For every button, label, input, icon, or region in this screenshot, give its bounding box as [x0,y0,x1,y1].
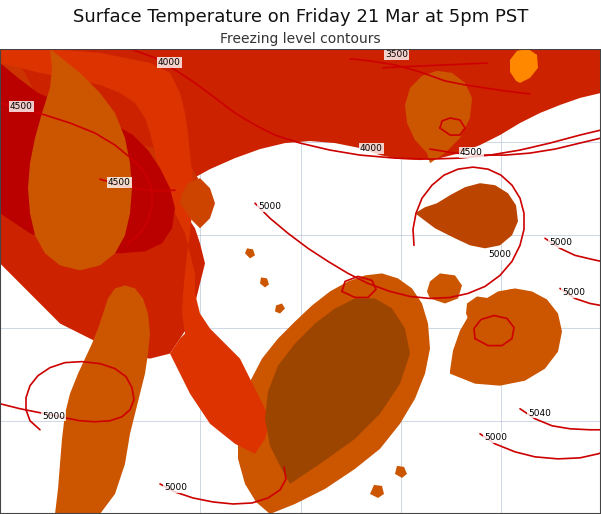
Polygon shape [0,49,205,359]
Polygon shape [370,485,384,498]
Polygon shape [405,71,472,163]
Text: 4500: 4500 [460,148,483,157]
Text: Surface Temperature on Friday 21 Mar at 5pm PST: Surface Temperature on Friday 21 Mar at … [73,8,528,26]
Text: 5000: 5000 [549,238,572,247]
Text: 5040: 5040 [528,409,551,418]
Polygon shape [28,49,132,270]
Text: 5000: 5000 [488,250,511,260]
Text: 4000: 4000 [158,58,181,67]
Polygon shape [238,273,430,514]
Polygon shape [0,49,270,454]
Polygon shape [260,278,269,287]
Polygon shape [55,285,150,514]
Text: 5000: 5000 [258,202,281,211]
Polygon shape [245,248,255,259]
Text: 5000: 5000 [164,483,187,492]
Polygon shape [510,49,538,83]
Polygon shape [0,49,198,205]
Text: 4500: 4500 [108,178,131,187]
Polygon shape [0,49,601,221]
Polygon shape [300,333,311,342]
Polygon shape [466,297,498,323]
Polygon shape [180,178,215,228]
Polygon shape [415,183,518,248]
Polygon shape [275,303,285,314]
Text: 5000: 5000 [42,412,65,421]
Text: 4000: 4000 [360,144,383,153]
Polygon shape [310,311,320,322]
Text: 3500: 3500 [385,50,408,59]
Polygon shape [498,289,532,318]
Polygon shape [265,299,410,484]
Text: 5000: 5000 [484,433,507,442]
Text: 5000: 5000 [562,288,585,298]
Text: Freezing level contours: Freezing level contours [220,32,381,46]
Text: 4500: 4500 [10,102,33,111]
Polygon shape [427,273,462,303]
Polygon shape [450,288,562,386]
Polygon shape [0,49,175,253]
Polygon shape [395,466,407,478]
